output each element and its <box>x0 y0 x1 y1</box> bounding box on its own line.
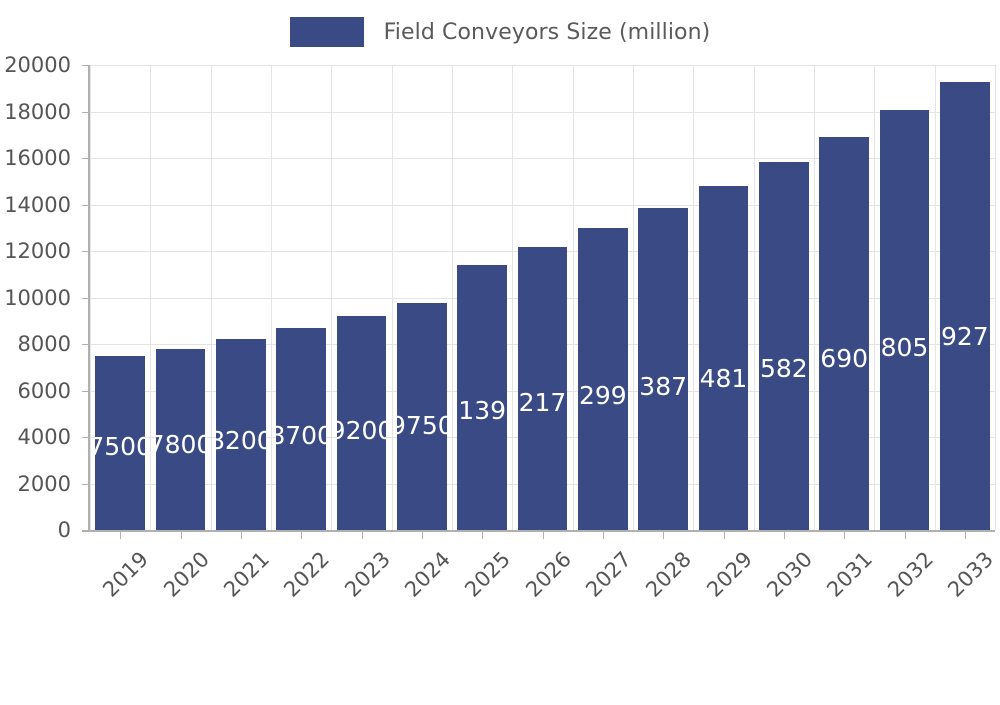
bar-value-label: 15820 <box>759 354 808 384</box>
gridline-vertical <box>935 65 936 530</box>
y-tick-mark <box>82 65 90 66</box>
y-tick-mark <box>82 158 90 159</box>
bar[interactable]: 13870 <box>638 207 688 530</box>
legend-color-swatch <box>289 17 364 47</box>
y-tick-mark <box>82 111 90 113</box>
gridline-vertical <box>452 65 453 530</box>
bar[interactable]: 16905 <box>819 136 869 530</box>
x-tick-mark <box>543 530 544 539</box>
bar[interactable]: 7500 <box>95 355 145 530</box>
x-tick-mark <box>362 530 363 539</box>
gridline-vertical <box>995 65 996 530</box>
x-tick-mark <box>784 530 785 539</box>
bar[interactable]: 8200 <box>216 339 266 530</box>
y-tick-mark <box>82 483 90 485</box>
bar-value-label: 8700 <box>276 421 326 451</box>
x-tick-mark <box>482 530 483 539</box>
bar[interactable]: 11390 <box>457 265 507 530</box>
bar-value-label: 12995 <box>578 380 627 410</box>
y-tick-label: 20000 <box>4 53 71 77</box>
gridline-vertical <box>271 65 272 530</box>
bar[interactable]: 8700 <box>276 327 326 530</box>
x-tick-mark <box>181 530 182 539</box>
gridline-vertical <box>392 65 393 530</box>
x-tick-mark <box>301 530 302 539</box>
bar[interactable]: 7800 <box>155 348 206 530</box>
y-tick-label: 2000 <box>17 471 71 496</box>
y-tick-mark <box>82 344 90 345</box>
bar-value-label: 12175 <box>518 388 567 418</box>
bar-value-label: 7800 <box>155 429 206 459</box>
x-tick-mark <box>965 530 966 539</box>
y-tick-mark <box>82 530 90 531</box>
y-tick-label: 18000 <box>4 99 71 124</box>
bar-value-label: 16905 <box>819 343 869 373</box>
x-tick-mark <box>422 530 423 539</box>
bar[interactable]: 18055 <box>879 110 930 530</box>
x-tick-mark <box>844 530 845 539</box>
y-tick-label: 8000 <box>17 332 71 356</box>
x-axis-line <box>82 530 995 532</box>
gridline-vertical <box>814 65 815 530</box>
bar-value-label: 7500 <box>95 432 145 462</box>
gridline-vertical <box>331 65 332 530</box>
bar-value-label: 9750 <box>397 411 447 441</box>
bar-value-label: 11390 <box>457 395 507 425</box>
chart-legend: Field Conveyors Size (million) <box>0 12 1000 52</box>
x-tick-mark <box>905 530 906 539</box>
gridline-vertical <box>633 65 634 530</box>
gridline-vertical <box>874 65 875 530</box>
gridline-vertical <box>512 65 513 530</box>
bar-value-label: 18055 <box>880 333 929 362</box>
bar[interactable]: 12175 <box>517 246 568 530</box>
bar[interactable]: 9200 <box>336 316 387 530</box>
x-tick-mark <box>241 530 242 539</box>
y-tick-label: 16000 <box>4 146 71 170</box>
gridline-horizontal <box>90 204 995 206</box>
bar-chart-figure: Field Conveyors Size (million) 7500 7800 8… <box>0 12 1000 602</box>
y-tick-mark <box>82 390 90 392</box>
y-tick-label: 12000 <box>4 239 71 263</box>
bar-value-label: 9200 <box>336 416 387 446</box>
y-tick-label: 4000 <box>17 425 71 449</box>
gridline-horizontal <box>90 65 995 66</box>
y-tick-mark <box>82 251 90 252</box>
legend-label: Field Conveyors Size (million) <box>383 19 711 45</box>
bar[interactable]: 15820 <box>759 162 809 530</box>
bar[interactable]: 14815 <box>698 185 749 530</box>
y-tick-mark <box>82 297 90 299</box>
bar-value-label: 14815 <box>699 363 748 393</box>
plot-area: 7500 7800 8200 8700 9200 9750 11390 12175 12995 1… <box>4 53 998 602</box>
gridline-vertical <box>211 65 212 530</box>
bar-value-label: 8200 <box>216 425 266 455</box>
x-tick-mark <box>724 530 725 539</box>
bar-value-label: 19275 <box>940 321 989 351</box>
bar-value-label: 13870 <box>638 372 688 402</box>
gridline-horizontal <box>90 111 995 113</box>
gridline-vertical <box>573 65 574 530</box>
gridline-vertical <box>150 65 151 530</box>
gridline-vertical <box>693 65 694 530</box>
y-tick-mark <box>82 437 90 438</box>
bar[interactable]: 9750 <box>397 303 447 530</box>
x-tick-mark <box>663 530 664 539</box>
y-tick-label: 0 <box>57 518 71 542</box>
y-tick-label: 6000 <box>17 378 71 403</box>
bar[interactable]: 19275 <box>940 81 990 530</box>
y-tick-label: 10000 <box>4 285 71 310</box>
bar[interactable]: 12995 <box>578 227 628 530</box>
y-tick-label: 14000 <box>4 192 71 217</box>
x-tick-mark <box>120 530 121 539</box>
x-tick-mark <box>603 530 604 539</box>
y-tick-mark <box>82 204 90 206</box>
gridline-vertical <box>90 65 91 530</box>
gridline-vertical <box>754 65 755 530</box>
gridline-horizontal <box>90 158 995 159</box>
